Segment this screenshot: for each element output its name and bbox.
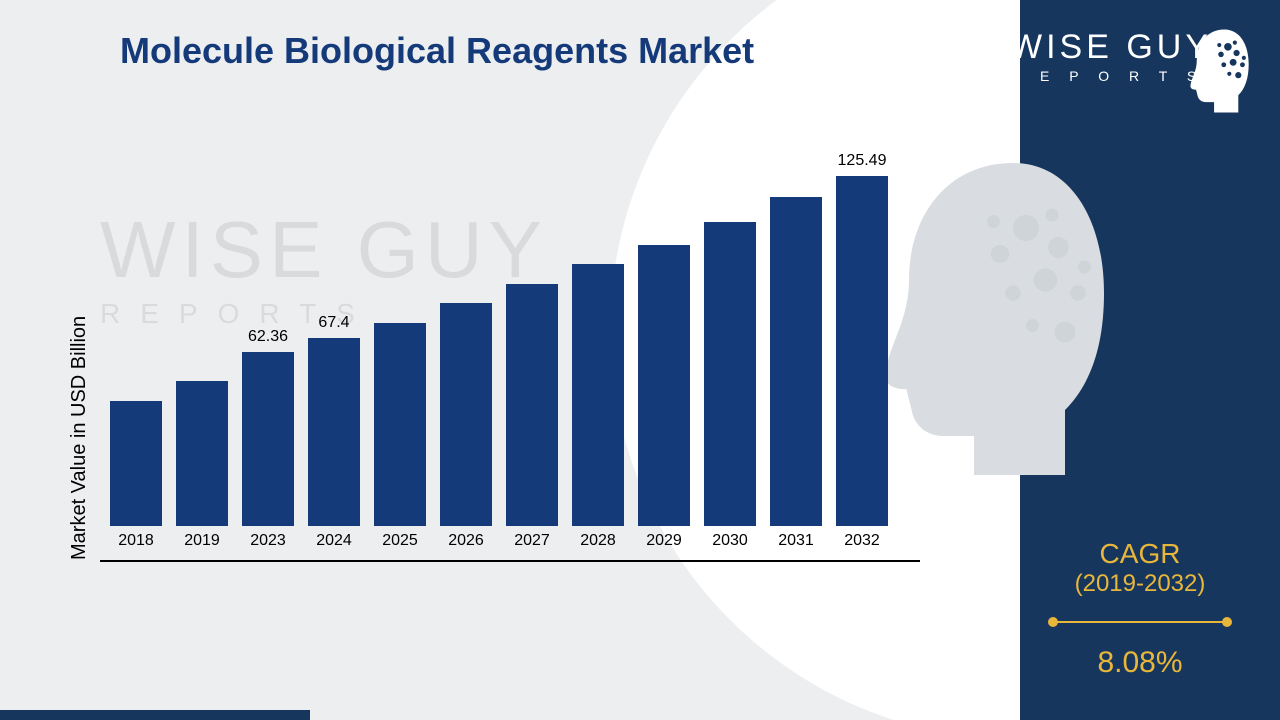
bar-value-label: 62.36: [248, 328, 288, 348]
cagr-divider: [1050, 616, 1230, 628]
bottom-accent-bar: [0, 710, 310, 720]
brand-logo: WISE GUY R E P O R T S: [1010, 30, 1250, 84]
bar: [176, 381, 228, 526]
x-axis-line: [100, 560, 920, 562]
bar: [308, 338, 360, 526]
bar-group: 2030: [704, 198, 756, 550]
bars-container: 2018 2019 62.36 2023 67.4 2024 2025 2026 2027 202…: [110, 150, 888, 550]
x-tick-label: 2032: [844, 532, 880, 550]
x-tick-label: 2029: [646, 532, 682, 550]
bar: [638, 245, 690, 526]
cagr-block: CAGR (2019-2032) 8.08%: [1030, 538, 1250, 680]
bar: [440, 303, 492, 526]
x-tick-label: 2024: [316, 532, 352, 550]
cagr-value: 8.08%: [1030, 646, 1250, 680]
bar: [704, 222, 756, 526]
chart-title: Molecule Biological Reagents Market: [120, 30, 754, 72]
bar-group: 2018: [110, 377, 162, 550]
cagr-range: (2019-2032): [1030, 570, 1250, 598]
cagr-dot-left: [1048, 617, 1058, 627]
bar-group: 2031: [770, 173, 822, 550]
x-tick-label: 2023: [250, 532, 286, 550]
bar-value-label: 125.49: [838, 152, 887, 172]
bar: [110, 401, 162, 526]
x-tick-label: 2031: [778, 532, 814, 550]
bar-group: 62.36 2023: [242, 328, 294, 550]
bar-value-label: 67.4: [318, 314, 349, 334]
x-tick-label: 2026: [448, 532, 484, 550]
x-tick-label: 2030: [712, 532, 748, 550]
bar-group: 2019: [176, 357, 228, 550]
bar-group: 2028: [572, 240, 624, 550]
bar: [374, 323, 426, 526]
y-axis-label: Market Value in USD Billion: [68, 316, 91, 560]
cagr-dot-right: [1222, 617, 1232, 627]
chart-canvas: WISE GUY REPORTS Molecule Biological Rea…: [0, 0, 1280, 720]
x-tick-label: 2018: [118, 532, 154, 550]
x-tick-label: 2019: [184, 532, 220, 550]
bar: [770, 197, 822, 526]
bar-group: 125.49 2032: [836, 152, 888, 550]
bar-group: 67.4 2024: [308, 314, 360, 550]
bar: [242, 352, 294, 526]
bar-chart: Market Value in USD Billion 2018 2019 62.3…: [60, 160, 940, 590]
x-tick-label: 2027: [514, 532, 550, 550]
x-tick-label: 2025: [382, 532, 418, 550]
bar-group: 2025: [374, 299, 426, 550]
cagr-title: CAGR: [1030, 538, 1250, 570]
bar: [506, 284, 558, 526]
bar-group: 2027: [506, 260, 558, 550]
bar-group: 2029: [638, 221, 690, 550]
cagr-line: [1050, 621, 1230, 623]
bar: [572, 264, 624, 526]
bar: [836, 176, 888, 526]
bar-group: 2026: [440, 279, 492, 550]
head-icon: [1186, 26, 1256, 116]
x-tick-label: 2028: [580, 532, 616, 550]
